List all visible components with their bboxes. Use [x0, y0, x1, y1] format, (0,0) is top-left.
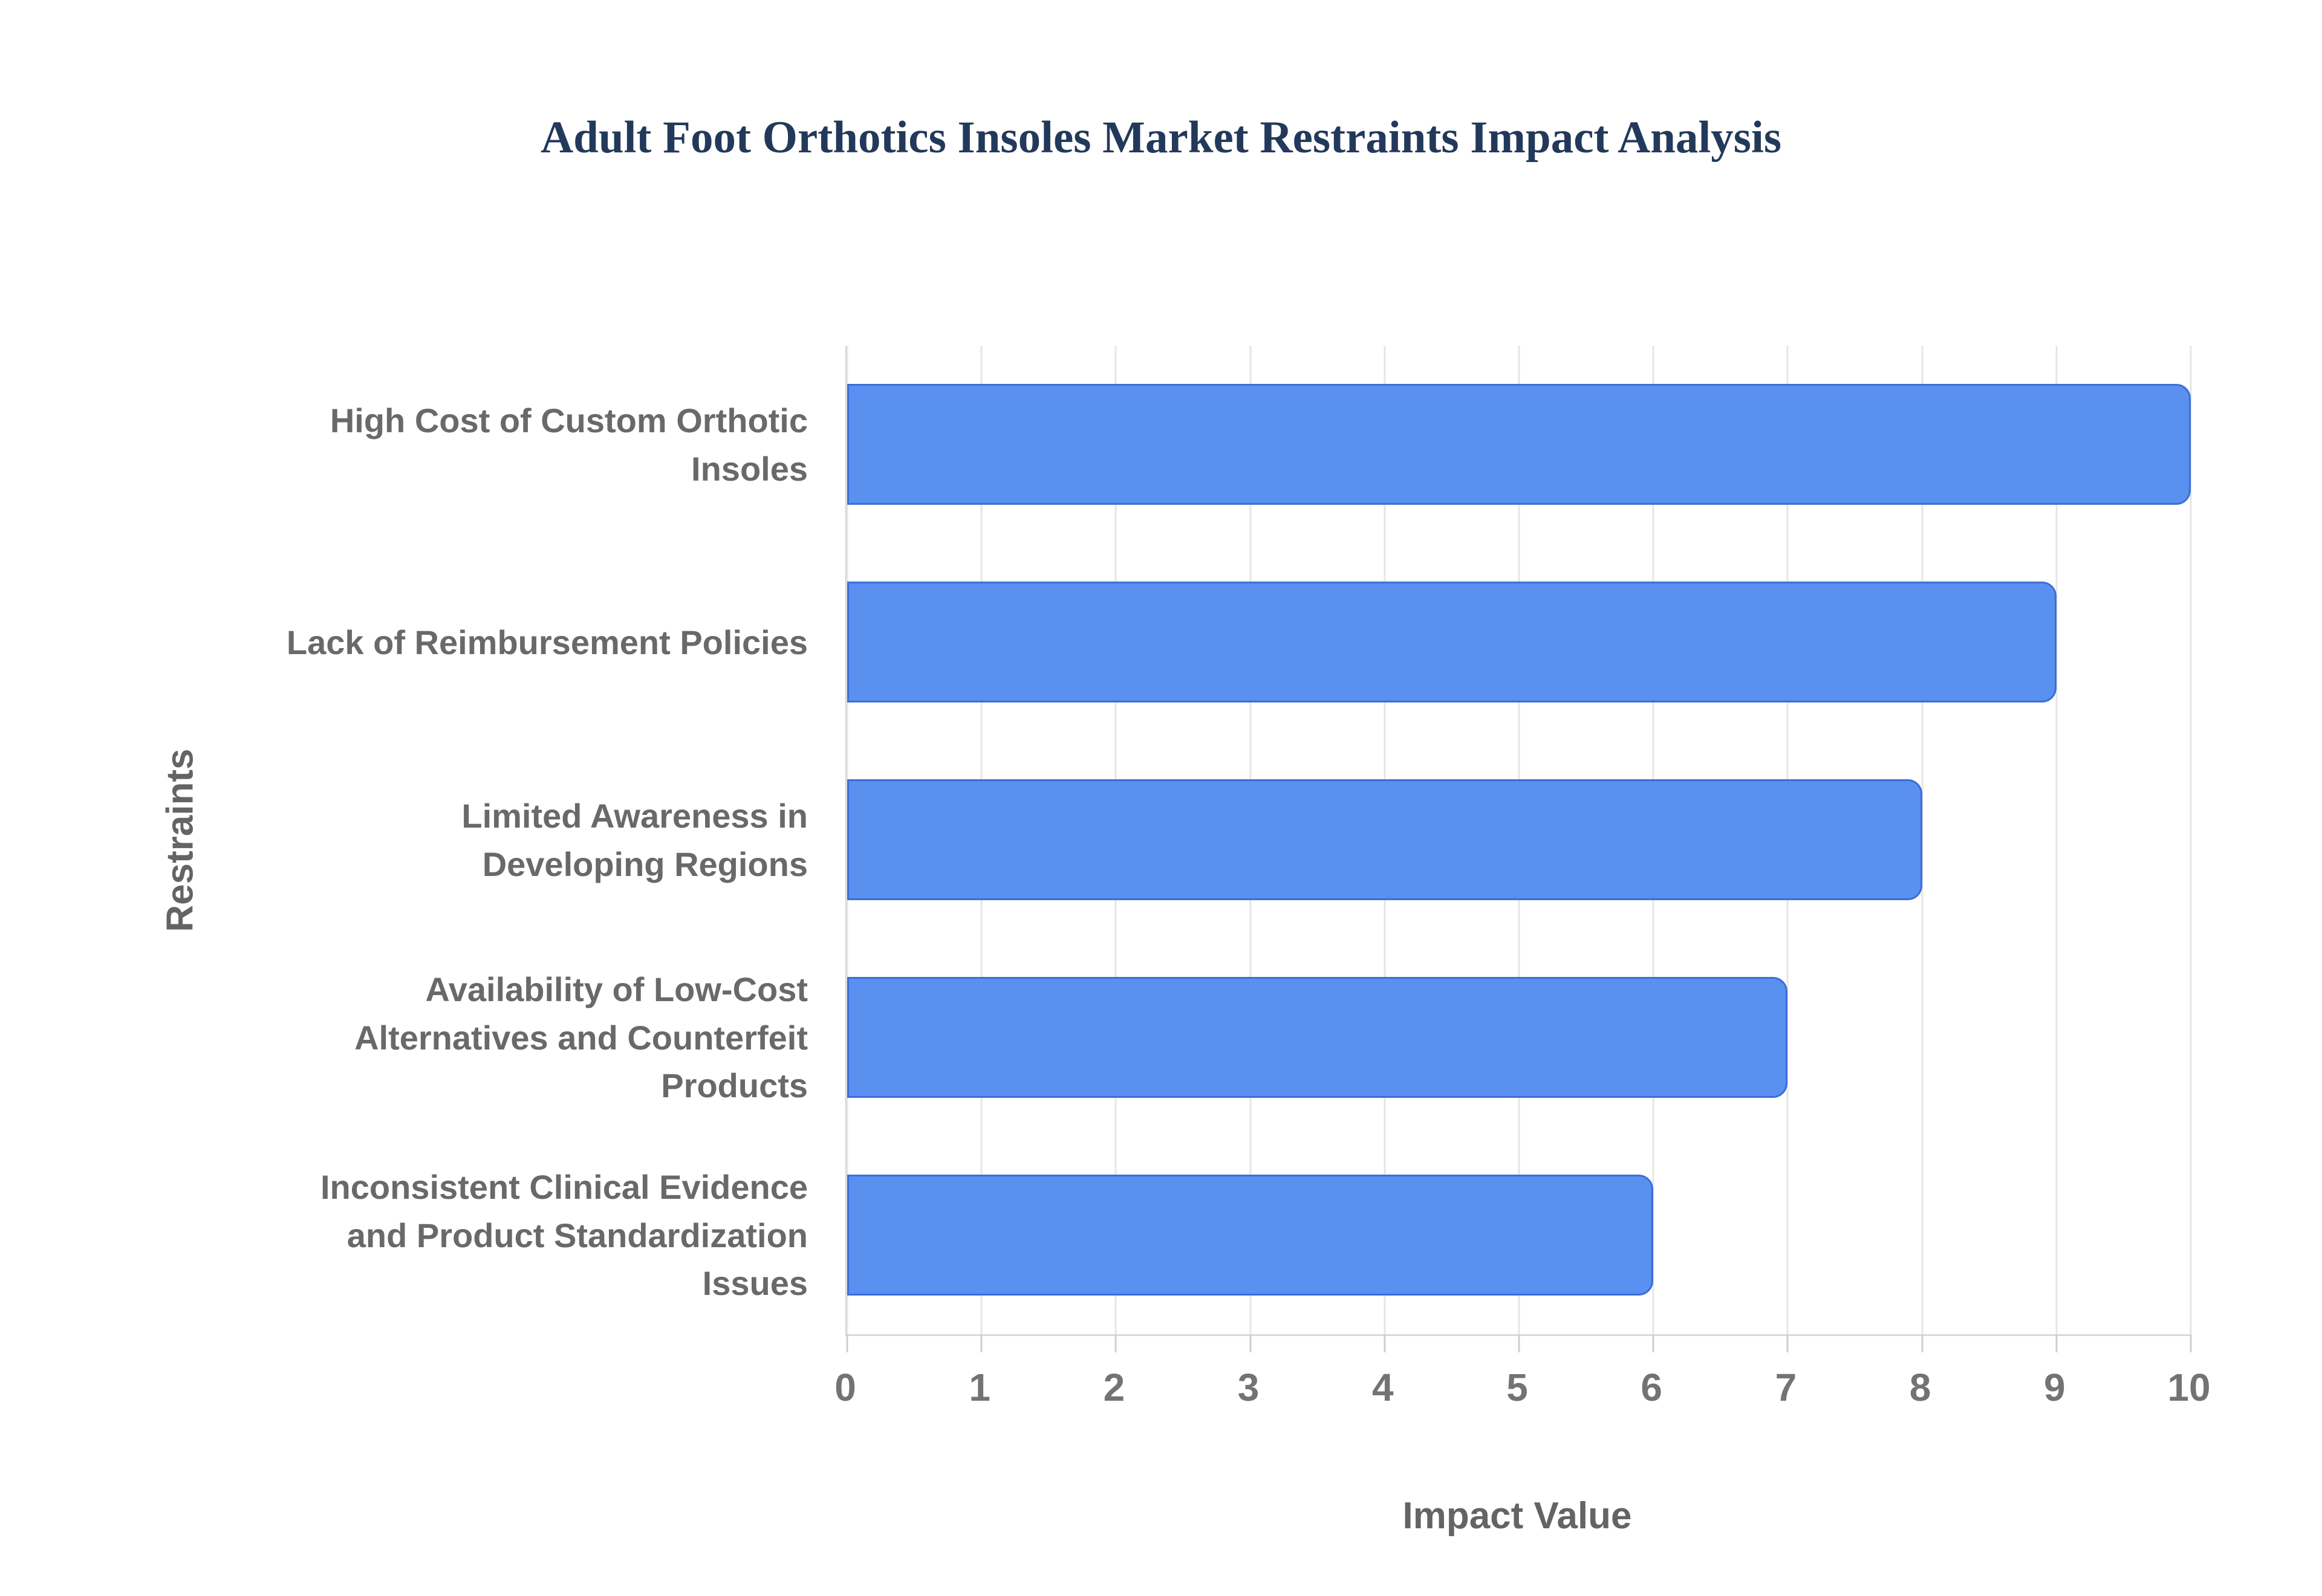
x-axis-tick-mark: [1249, 1334, 1252, 1352]
category-label: Lack of Reimbursement Policies: [286, 623, 808, 661]
x-axis-tick-mark: [1786, 1334, 1789, 1352]
x-axis-tick-mark: [980, 1334, 983, 1352]
x-axis-tick-label: 8: [1909, 1366, 1931, 1409]
x-axis-tick-label: 1: [969, 1366, 990, 1409]
x-axis-tick-label: 5: [1506, 1366, 1528, 1409]
y-axis-title: Restraints: [159, 748, 201, 932]
x-axis-tick-label: 4: [1372, 1366, 1394, 1409]
bar[interactable]: [847, 384, 2191, 505]
x-axis-tick-label: 9: [2044, 1366, 2066, 1409]
bar-row: [847, 543, 2191, 741]
gridline: [2055, 346, 2058, 1334]
y-axis-category-labels: High Cost of Custom Orthotic Insoles Lack…: [264, 346, 808, 1334]
x-axis-tick-label: 2: [1103, 1366, 1125, 1409]
bar[interactable]: [847, 779, 1922, 900]
category-label: High Cost of Custom Orthotic Insoles: [330, 401, 808, 488]
x-axis-tick-mark: [1652, 1334, 1654, 1352]
x-axis-tick-mark: [1518, 1334, 1520, 1352]
x-axis-tick-mark: [1384, 1334, 1386, 1352]
gridline: [2190, 346, 2192, 1334]
x-axis-tick-mark: [1921, 1334, 1924, 1352]
x-axis-tick-mark: [1114, 1334, 1117, 1352]
x-axis-tick-mark: [2055, 1334, 2058, 1352]
category-label: Availability of Low-Cost Alternatives an…: [354, 970, 808, 1105]
bar-row: [847, 346, 2191, 543]
x-axis-tick-label: 0: [834, 1366, 856, 1409]
x-axis-tick-mark: [846, 1334, 848, 1352]
x-axis-tick-labels: 0 1 2 3 4 5 6 7 8 9 10: [834, 1365, 2210, 1419]
chart-title: Adult Foot Orthotics Insoles Market Rest…: [540, 112, 1782, 163]
category-label: Limited Awareness in Developing Regions: [461, 796, 808, 883]
bar[interactable]: [847, 977, 1788, 1098]
gridline: [1921, 346, 1924, 1334]
x-axis-title: Impact Value: [1402, 1495, 1632, 1537]
x-axis-tick-label: 3: [1237, 1366, 1260, 1409]
bar-row: [847, 939, 2191, 1137]
category-label: Inconsistent Clinical Evidence and Produ…: [320, 1168, 808, 1303]
x-axis-tick-label: 10: [2167, 1366, 2211, 1409]
x-axis-tick-label: 6: [1641, 1366, 1662, 1409]
x-axis-tick-mark: [2190, 1334, 2192, 1352]
bar-row: [847, 1137, 2191, 1334]
plot-area: [845, 346, 2192, 1352]
x-axis-tick-label: 7: [1775, 1366, 1797, 1409]
bar-row: [847, 741, 2191, 939]
bar[interactable]: [847, 582, 2057, 702]
bar[interactable]: [847, 1175, 1654, 1296]
